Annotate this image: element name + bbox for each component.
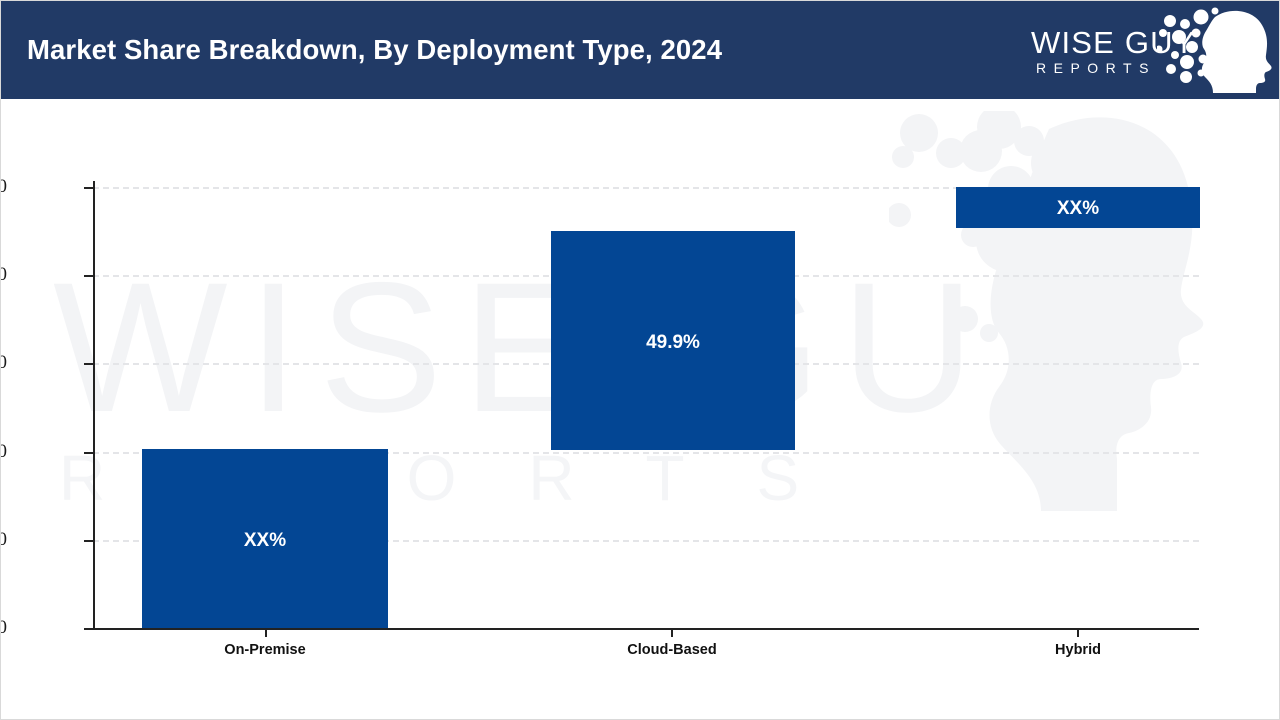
gridline-40 bbox=[93, 451, 1199, 454]
y-tick-20 bbox=[84, 539, 93, 542]
y-tick-label-0: 0 bbox=[1, 617, 7, 639]
y-tick-label-60: 60 bbox=[1, 352, 7, 374]
gridline-20 bbox=[93, 539, 1199, 542]
y-tick-label-20: 20 bbox=[1, 529, 7, 551]
x-tick-label-on-premise: On-Premise bbox=[224, 642, 306, 658]
x-tick-label-cloud-based: Cloud-Based bbox=[627, 642, 717, 658]
brand-logo: WISE GUY REPORTS bbox=[1025, 7, 1275, 93]
logo-subtitle: REPORTS bbox=[1036, 60, 1156, 76]
x-tick-hybrid bbox=[1077, 628, 1079, 637]
y-tick-40 bbox=[84, 451, 93, 454]
y-tick-label-100: 100 bbox=[1, 176, 7, 198]
bar-cloud-based[interactable]: 49.9% bbox=[551, 231, 795, 450]
y-axis bbox=[93, 181, 95, 630]
bar-on-premise[interactable]: XX% bbox=[142, 449, 388, 628]
y-tick-label-80: 80 bbox=[1, 264, 7, 286]
bar-label-on-premise: XX% bbox=[243, 530, 287, 551]
page-title: Market Share Breakdown, By Deployment Ty… bbox=[27, 34, 723, 65]
bar-hybrid[interactable]: XX% bbox=[956, 187, 1200, 228]
plot-area: 100 80 60 40 20 0 XX% 49.9% XX% On-Premi… bbox=[1, 176, 1200, 658]
x-tick-on-premise bbox=[265, 628, 267, 637]
y-tick-0 bbox=[84, 628, 93, 630]
y-tick-60 bbox=[84, 363, 93, 366]
y-tick-label-40: 40 bbox=[1, 441, 7, 463]
x-tick-cloud-based bbox=[671, 628, 673, 637]
bar-label-hybrid: XX% bbox=[1056, 198, 1100, 219]
gridline-100 bbox=[93, 187, 1199, 189]
x-axis bbox=[87, 628, 1199, 630]
y-tick-80 bbox=[84, 275, 93, 278]
chart-header: Market Share Breakdown, By Deployment Ty… bbox=[1, 1, 1279, 99]
logo-wordmark: WISE GUY bbox=[1031, 25, 1196, 60]
bar-label-cloud-based: 49.9% bbox=[646, 332, 700, 353]
dotted-head-profile-icon bbox=[1157, 7, 1272, 93]
y-tick-100 bbox=[84, 187, 93, 189]
x-tick-label-hybrid: Hybrid bbox=[1055, 642, 1101, 658]
